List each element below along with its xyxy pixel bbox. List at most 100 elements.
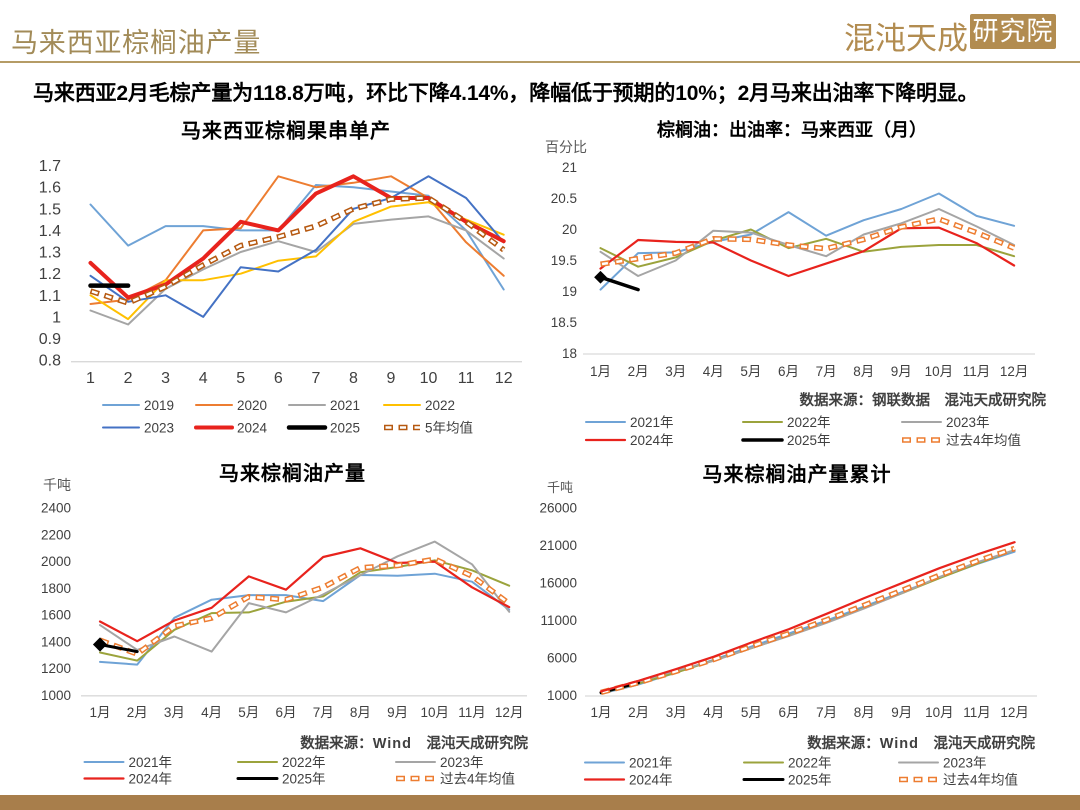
svg-text:18: 18 xyxy=(562,346,577,361)
svg-text:2025年: 2025年 xyxy=(788,773,832,788)
svg-text:1月: 1月 xyxy=(89,705,110,720)
svg-text:16000: 16000 xyxy=(539,576,577,591)
svg-text:棕榈油：出油率：马来西亚（月）: 棕榈油：出油率：马来西亚（月） xyxy=(657,119,927,140)
svg-text:马来棕榈油产量累计: 马来棕榈油产量累计 xyxy=(703,462,892,486)
svg-text:4: 4 xyxy=(199,370,208,387)
svg-text:7月: 7月 xyxy=(816,364,837,379)
svg-text:11: 11 xyxy=(458,370,475,387)
svg-text:12: 12 xyxy=(495,370,513,387)
svg-text:1月: 1月 xyxy=(590,705,611,720)
svg-text:2022年: 2022年 xyxy=(788,756,832,771)
svg-text:10月: 10月 xyxy=(421,705,450,720)
svg-text:1.3: 1.3 xyxy=(39,245,61,262)
svg-text:2025: 2025 xyxy=(330,421,360,436)
svg-text:1000: 1000 xyxy=(41,688,71,703)
svg-text:10月: 10月 xyxy=(925,705,954,720)
svg-text:2021年: 2021年 xyxy=(630,415,674,430)
svg-text:19: 19 xyxy=(562,284,577,299)
svg-text:26000: 26000 xyxy=(539,501,577,516)
svg-text:2024年: 2024年 xyxy=(630,433,674,448)
svg-text:千吨: 千吨 xyxy=(547,480,573,495)
svg-text:2019: 2019 xyxy=(144,398,174,413)
svg-text:2023年: 2023年 xyxy=(440,755,484,770)
svg-text:2022: 2022 xyxy=(425,398,455,413)
svg-text:1200: 1200 xyxy=(41,661,71,676)
svg-text:2月: 2月 xyxy=(628,364,649,379)
svg-text:数据来源：Wind 混沌天成研究院: 数据来源：Wind 混沌天成研究院 xyxy=(300,734,528,752)
svg-text:12月: 12月 xyxy=(495,705,524,720)
svg-text:9月: 9月 xyxy=(387,705,408,720)
svg-text:6月: 6月 xyxy=(778,705,799,720)
svg-text:1.2: 1.2 xyxy=(39,266,61,283)
svg-text:8: 8 xyxy=(349,370,358,387)
svg-text:2023: 2023 xyxy=(144,421,174,436)
svg-text:1: 1 xyxy=(52,309,61,326)
svg-text:11月: 11月 xyxy=(963,364,991,379)
svg-text:8月: 8月 xyxy=(350,705,371,720)
svg-text:10月: 10月 xyxy=(925,364,954,379)
svg-text:百分比: 百分比 xyxy=(545,139,587,155)
svg-text:过去4年均值: 过去4年均值 xyxy=(440,772,515,787)
svg-text:20.5: 20.5 xyxy=(551,191,577,206)
svg-text:2024年: 2024年 xyxy=(129,772,173,787)
svg-text:3月: 3月 xyxy=(665,364,686,379)
svg-text:6000: 6000 xyxy=(547,651,577,666)
svg-text:7月: 7月 xyxy=(313,705,334,720)
svg-text:3月: 3月 xyxy=(164,705,185,720)
svg-text:2021年: 2021年 xyxy=(129,755,173,770)
svg-text:2022年: 2022年 xyxy=(282,755,326,770)
svg-text:4月: 4月 xyxy=(703,705,724,720)
svg-text:2: 2 xyxy=(124,370,133,387)
svg-text:8月: 8月 xyxy=(853,364,874,379)
svg-text:1: 1 xyxy=(86,370,95,387)
svg-text:9: 9 xyxy=(387,370,396,387)
svg-text:5月: 5月 xyxy=(238,705,259,720)
svg-text:2021: 2021 xyxy=(330,398,360,413)
svg-text:10: 10 xyxy=(420,370,438,387)
svg-text:1.7: 1.7 xyxy=(39,158,61,175)
svg-text:千吨: 千吨 xyxy=(43,477,71,493)
svg-text:4月: 4月 xyxy=(703,364,724,379)
svg-text:6月: 6月 xyxy=(275,705,296,720)
svg-text:21000: 21000 xyxy=(539,538,577,553)
svg-text:9月: 9月 xyxy=(891,364,912,379)
svg-text:2023年: 2023年 xyxy=(943,756,987,771)
svg-text:6: 6 xyxy=(274,370,283,387)
svg-text:1.4: 1.4 xyxy=(39,223,61,240)
svg-text:19.5: 19.5 xyxy=(551,253,577,268)
svg-text:2020: 2020 xyxy=(237,398,267,413)
svg-text:2025年: 2025年 xyxy=(282,772,326,787)
svg-text:8月: 8月 xyxy=(854,705,875,720)
svg-text:2024年: 2024年 xyxy=(629,773,673,788)
svg-text:11000: 11000 xyxy=(540,613,577,628)
svg-text:20: 20 xyxy=(562,222,577,237)
svg-text:3月: 3月 xyxy=(666,705,687,720)
svg-text:2200: 2200 xyxy=(41,527,71,542)
svg-text:2025年: 2025年 xyxy=(787,433,831,448)
svg-text:1000: 1000 xyxy=(547,688,577,703)
svg-text:11月: 11月 xyxy=(458,705,486,720)
svg-text:过去4年均值: 过去4年均值 xyxy=(946,433,1021,448)
svg-text:数据来源：钢联数据 混沌天成研究院: 数据来源：钢联数据 混沌天成研究院 xyxy=(800,391,1047,409)
svg-text:1400: 1400 xyxy=(41,634,71,649)
svg-text:12月: 12月 xyxy=(1000,705,1029,720)
svg-text:7月: 7月 xyxy=(816,705,837,720)
svg-text:2400: 2400 xyxy=(41,501,71,516)
svg-text:0.9: 0.9 xyxy=(39,331,61,348)
svg-text:21: 21 xyxy=(562,160,577,175)
svg-text:2021年: 2021年 xyxy=(629,756,673,771)
svg-text:马来西亚棕榈果串单产: 马来西亚棕榈果串单产 xyxy=(181,119,391,143)
svg-text:1月: 1月 xyxy=(590,364,611,379)
svg-text:9月: 9月 xyxy=(891,705,912,720)
svg-text:5: 5 xyxy=(236,370,245,387)
svg-text:2月: 2月 xyxy=(127,705,148,720)
svg-text:6月: 6月 xyxy=(778,364,799,379)
svg-text:2023年: 2023年 xyxy=(946,415,990,430)
svg-text:1.6: 1.6 xyxy=(39,180,61,197)
svg-text:2022年: 2022年 xyxy=(787,415,831,430)
svg-text:1.5: 1.5 xyxy=(39,201,61,218)
svg-text:数据来源：Wind 混沌天成研究院: 数据来源：Wind 混沌天成研究院 xyxy=(807,734,1035,752)
svg-text:18.5: 18.5 xyxy=(551,315,577,330)
svg-text:马来棕榈油产量: 马来棕榈油产量 xyxy=(219,461,366,485)
svg-text:过去4年均值: 过去4年均值 xyxy=(943,773,1018,788)
